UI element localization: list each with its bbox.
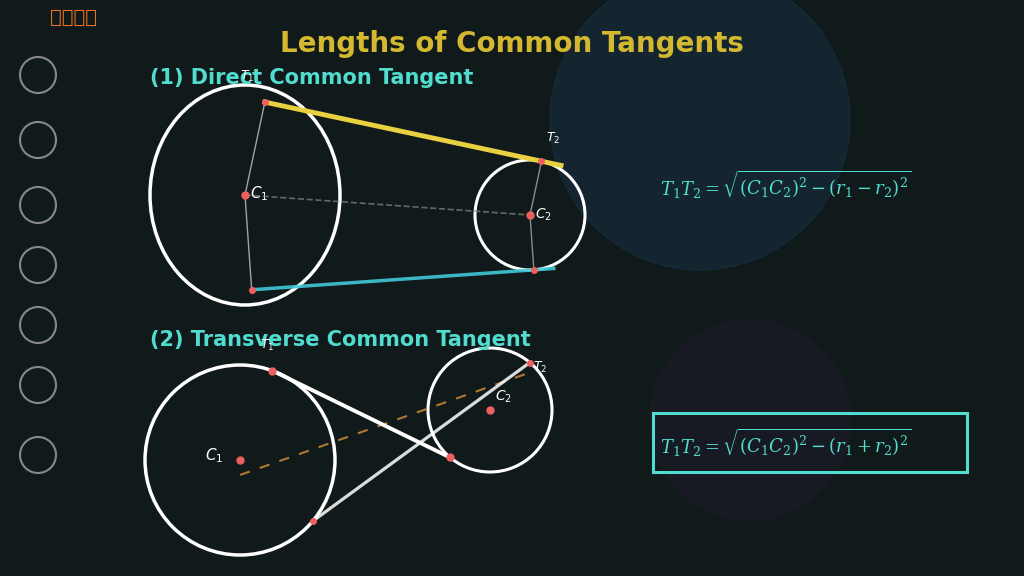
Text: $T_2$: $T_2$ [532,359,547,374]
Circle shape [550,0,850,270]
Text: $T_1$: $T_1$ [260,338,274,353]
Text: आधार: आधार [50,8,97,27]
Text: $C_1$: $C_1$ [250,184,268,203]
Text: (1) Direct Common Tangent: (1) Direct Common Tangent [150,68,473,88]
Text: $T_1T_2 = \sqrt{(C_1C_2)^2-(r_1-r_2)^2}$: $T_1T_2 = \sqrt{(C_1C_2)^2-(r_1-r_2)^2}$ [660,169,911,201]
Text: $C_2$: $C_2$ [495,389,512,405]
Circle shape [650,320,850,520]
Text: Lengths of Common Tangents: Lengths of Common Tangents [280,30,744,58]
Text: $T_1T_2 = \sqrt{(C_1C_2)^2-(r_1+r_2)^2}$: $T_1T_2 = \sqrt{(C_1C_2)^2-(r_1+r_2)^2}$ [660,427,911,459]
Text: (2) Transverse Common Tangent: (2) Transverse Common Tangent [150,330,530,350]
Text: $C_1$: $C_1$ [205,446,223,465]
Text: $C_2$: $C_2$ [535,207,552,223]
Text: $T_2$: $T_2$ [547,131,561,146]
Text: $T_1$: $T_1$ [241,69,255,84]
